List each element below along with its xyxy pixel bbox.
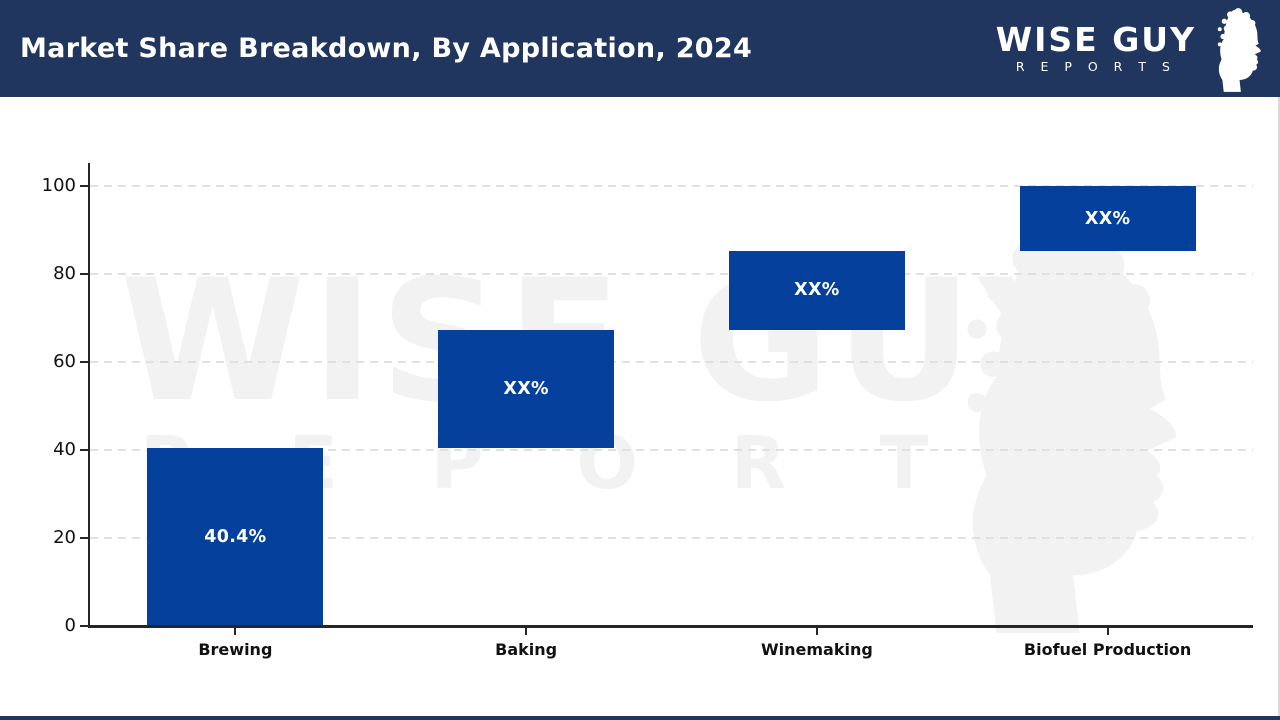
dotted-head-profile-icon <box>1196 6 1262 92</box>
logo-wordmark: WISE GUY R E P O R T S <box>996 23 1196 74</box>
gridline-20 <box>90 537 1253 539</box>
x-tick-mark-2 <box>525 627 528 635</box>
bar-winemaking: XX% <box>728 251 905 330</box>
y-tick-mark-100 <box>80 185 88 187</box>
bar-value-label: 40.4% <box>204 527 267 548</box>
y-tick-label-20: 20 <box>53 527 76 548</box>
y-tick-label-40: 40 <box>53 439 76 460</box>
logo-brand-name: WISE GUY <box>995 20 1196 59</box>
x-category-label-biofuel-production: Biofuel Production <box>1023 640 1192 659</box>
bar-value-label: XX% <box>1084 208 1131 229</box>
wise-guy-reports-logo: WISE GUY R E P O R T S <box>996 0 1280 97</box>
header-bar: Market Share Breakdown, By Application, … <box>0 0 1280 97</box>
bar-baking: XX% <box>438 329 615 449</box>
footer-accent-strip <box>0 716 1280 720</box>
gridline-80 <box>90 273 1253 275</box>
y-tick-mark-0 <box>80 625 88 627</box>
y-tick-label-0: 0 <box>64 615 76 636</box>
y-tick-mark-20 <box>80 537 88 539</box>
y-tick-mark-40 <box>80 449 88 451</box>
x-category-label-brewing: Brewing <box>198 640 273 659</box>
x-tick-mark-4 <box>1106 627 1109 635</box>
y-tick-label-60: 60 <box>53 351 76 372</box>
gridline-60 <box>90 361 1253 363</box>
logo-brand-subtitle: R E P O R T S <box>1015 59 1176 74</box>
x-category-label-baking: Baking <box>495 640 558 659</box>
bar-brewing: 40.4% <box>147 448 324 626</box>
x-tick-mark-3 <box>815 627 818 635</box>
y-tick-mark-60 <box>80 361 88 363</box>
x-axis-spine <box>88 625 1253 628</box>
y-tick-label-80: 80 <box>53 263 76 284</box>
x-tick-mark-1 <box>234 627 237 635</box>
chart-area: WISE GUY R E P O R T S 0 20 40 60 80 100 40.4%… <box>0 97 1280 716</box>
y-axis-spine <box>88 163 90 628</box>
page-right-border <box>1278 97 1280 716</box>
x-category-label-winemaking: Winemaking <box>760 640 873 659</box>
chart-title: Market Share Breakdown, By Application, … <box>20 33 753 64</box>
bar-value-label: XX% <box>794 280 840 301</box>
y-tick-label-100: 100 <box>41 175 76 196</box>
y-tick-mark-80 <box>80 273 88 275</box>
gridline-100 <box>90 185 1253 187</box>
watermark-head-icon <box>862 217 1182 633</box>
bar-biofuel-production: XX% <box>1019 186 1196 252</box>
gridline-40 <box>90 449 1253 451</box>
bar-value-label: XX% <box>503 379 549 400</box>
